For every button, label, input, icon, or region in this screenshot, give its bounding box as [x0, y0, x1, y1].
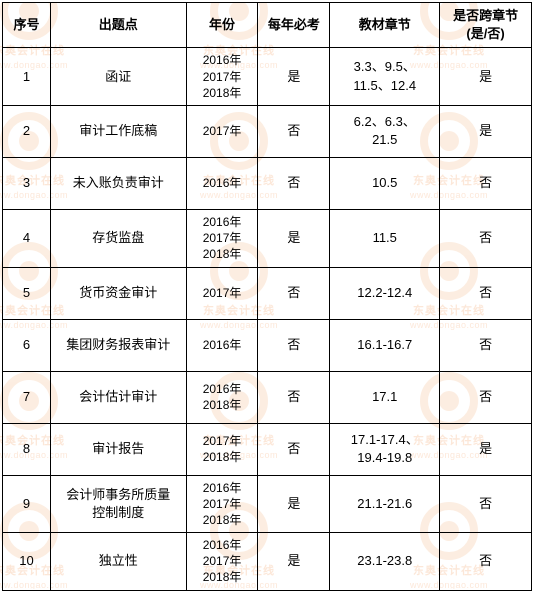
header-cross: 是否跨章节(是/否) — [440, 3, 532, 48]
cell-topic: 会计估计审计 — [50, 371, 186, 423]
cell-must: 否 — [258, 267, 330, 319]
cell-chapter: 17.1 — [330, 371, 440, 423]
cell-must: 否 — [258, 423, 330, 475]
cell-chapter: 23.1-23.8 — [330, 533, 440, 591]
cell-seq: 10 — [3, 533, 51, 591]
cell-seq: 9 — [3, 475, 51, 533]
cell-chapter: 11.5 — [330, 209, 440, 267]
cell-must: 否 — [258, 319, 330, 371]
cell-topic: 审计工作底稿 — [50, 105, 186, 157]
table-row: 3未入账负责审计2016年否10.5否 — [3, 157, 532, 209]
cell-chapter: 12.2-12.4 — [330, 267, 440, 319]
cell-topic: 审计报告 — [50, 423, 186, 475]
cell-topic: 集团财务报表审计 — [50, 319, 186, 371]
cell-must: 否 — [258, 105, 330, 157]
cell-topic: 货币资金审计 — [50, 267, 186, 319]
cell-chapter: 3.3、9.5、11.5、12.4 — [330, 48, 440, 106]
table-body: 1函证2016年2017年2018年是3.3、9.5、11.5、12.4是2审计… — [3, 48, 532, 590]
cell-topic: 函证 — [50, 48, 186, 106]
cell-chapter: 21.1-21.6 — [330, 475, 440, 533]
cell-topic: 存货监盘 — [50, 209, 186, 267]
cell-chapter: 6.2、6.3、21.5 — [330, 105, 440, 157]
table-row: 4存货监盘2016年2017年2018年是11.5否 — [3, 209, 532, 267]
cell-topic: 会计师事务所质量控制制度 — [50, 475, 186, 533]
header-must: 每年必考 — [258, 3, 330, 48]
cell-seq: 5 — [3, 267, 51, 319]
cell-cross: 是 — [440, 105, 532, 157]
cell-must: 是 — [258, 533, 330, 591]
cell-seq: 6 — [3, 319, 51, 371]
cell-topic: 未入账负责审计 — [50, 157, 186, 209]
cell-cross: 是 — [440, 48, 532, 106]
cell-year: 2016年2017年2018年 — [186, 475, 258, 533]
cell-cross: 否 — [440, 475, 532, 533]
table-row: 1函证2016年2017年2018年是3.3、9.5、11.5、12.4是 — [3, 48, 532, 106]
cell-year: 2016年2018年 — [186, 371, 258, 423]
table-header-row: 序号 出题点 年份 每年必考 教材章节 是否跨章节(是/否) — [3, 3, 532, 48]
cell-chapter: 10.5 — [330, 157, 440, 209]
cell-seq: 4 — [3, 209, 51, 267]
cell-year: 2016年2017年2018年 — [186, 48, 258, 106]
table-row: 2审计工作底稿2017年否6.2、6.3、21.5是 — [3, 105, 532, 157]
cell-year: 2016年2017年2018年 — [186, 209, 258, 267]
cell-topic: 独立性 — [50, 533, 186, 591]
header-seq: 序号 — [3, 3, 51, 48]
table-row: 6集团财务报表审计2016年否16.1-16.7否 — [3, 319, 532, 371]
cell-cross: 否 — [440, 533, 532, 591]
cell-must: 是 — [258, 48, 330, 106]
header-topic: 出题点 — [50, 3, 186, 48]
cell-year: 2016年 — [186, 319, 258, 371]
table-row: 9会计师事务所质量控制制度2016年2017年2018年是21.1-21.6否 — [3, 475, 532, 533]
cell-cross: 是 — [440, 423, 532, 475]
cell-cross: 否 — [440, 267, 532, 319]
header-year: 年份 — [186, 3, 258, 48]
cell-cross: 否 — [440, 319, 532, 371]
cell-seq: 8 — [3, 423, 51, 475]
cell-must: 否 — [258, 371, 330, 423]
exam-topics-table: 序号 出题点 年份 每年必考 教材章节 是否跨章节(是/否) 1函证2016年2… — [2, 2, 532, 591]
cell-seq: 1 — [3, 48, 51, 106]
cell-year: 2016年 — [186, 157, 258, 209]
header-chapter: 教材章节 — [330, 3, 440, 48]
cell-year: 2017年2018年 — [186, 423, 258, 475]
table-row: 7会计估计审计2016年2018年否17.1否 — [3, 371, 532, 423]
cell-must: 是 — [258, 475, 330, 533]
cell-cross: 否 — [440, 209, 532, 267]
cell-year: 2016年2017年2018年 — [186, 533, 258, 591]
table-row: 5货币资金审计2017年否12.2-12.4否 — [3, 267, 532, 319]
table-row: 10独立性2016年2017年2018年是23.1-23.8否 — [3, 533, 532, 591]
cell-seq: 3 — [3, 157, 51, 209]
cell-cross: 否 — [440, 371, 532, 423]
cell-year: 2017年 — [186, 267, 258, 319]
cell-cross: 否 — [440, 157, 532, 209]
cell-seq: 7 — [3, 371, 51, 423]
cell-chapter: 17.1-17.4、19.4-19.8 — [330, 423, 440, 475]
cell-year: 2017年 — [186, 105, 258, 157]
table-row: 8审计报告2017年2018年否17.1-17.4、19.4-19.8是 — [3, 423, 532, 475]
cell-seq: 2 — [3, 105, 51, 157]
cell-must: 是 — [258, 209, 330, 267]
cell-chapter: 16.1-16.7 — [330, 319, 440, 371]
cell-must: 否 — [258, 157, 330, 209]
